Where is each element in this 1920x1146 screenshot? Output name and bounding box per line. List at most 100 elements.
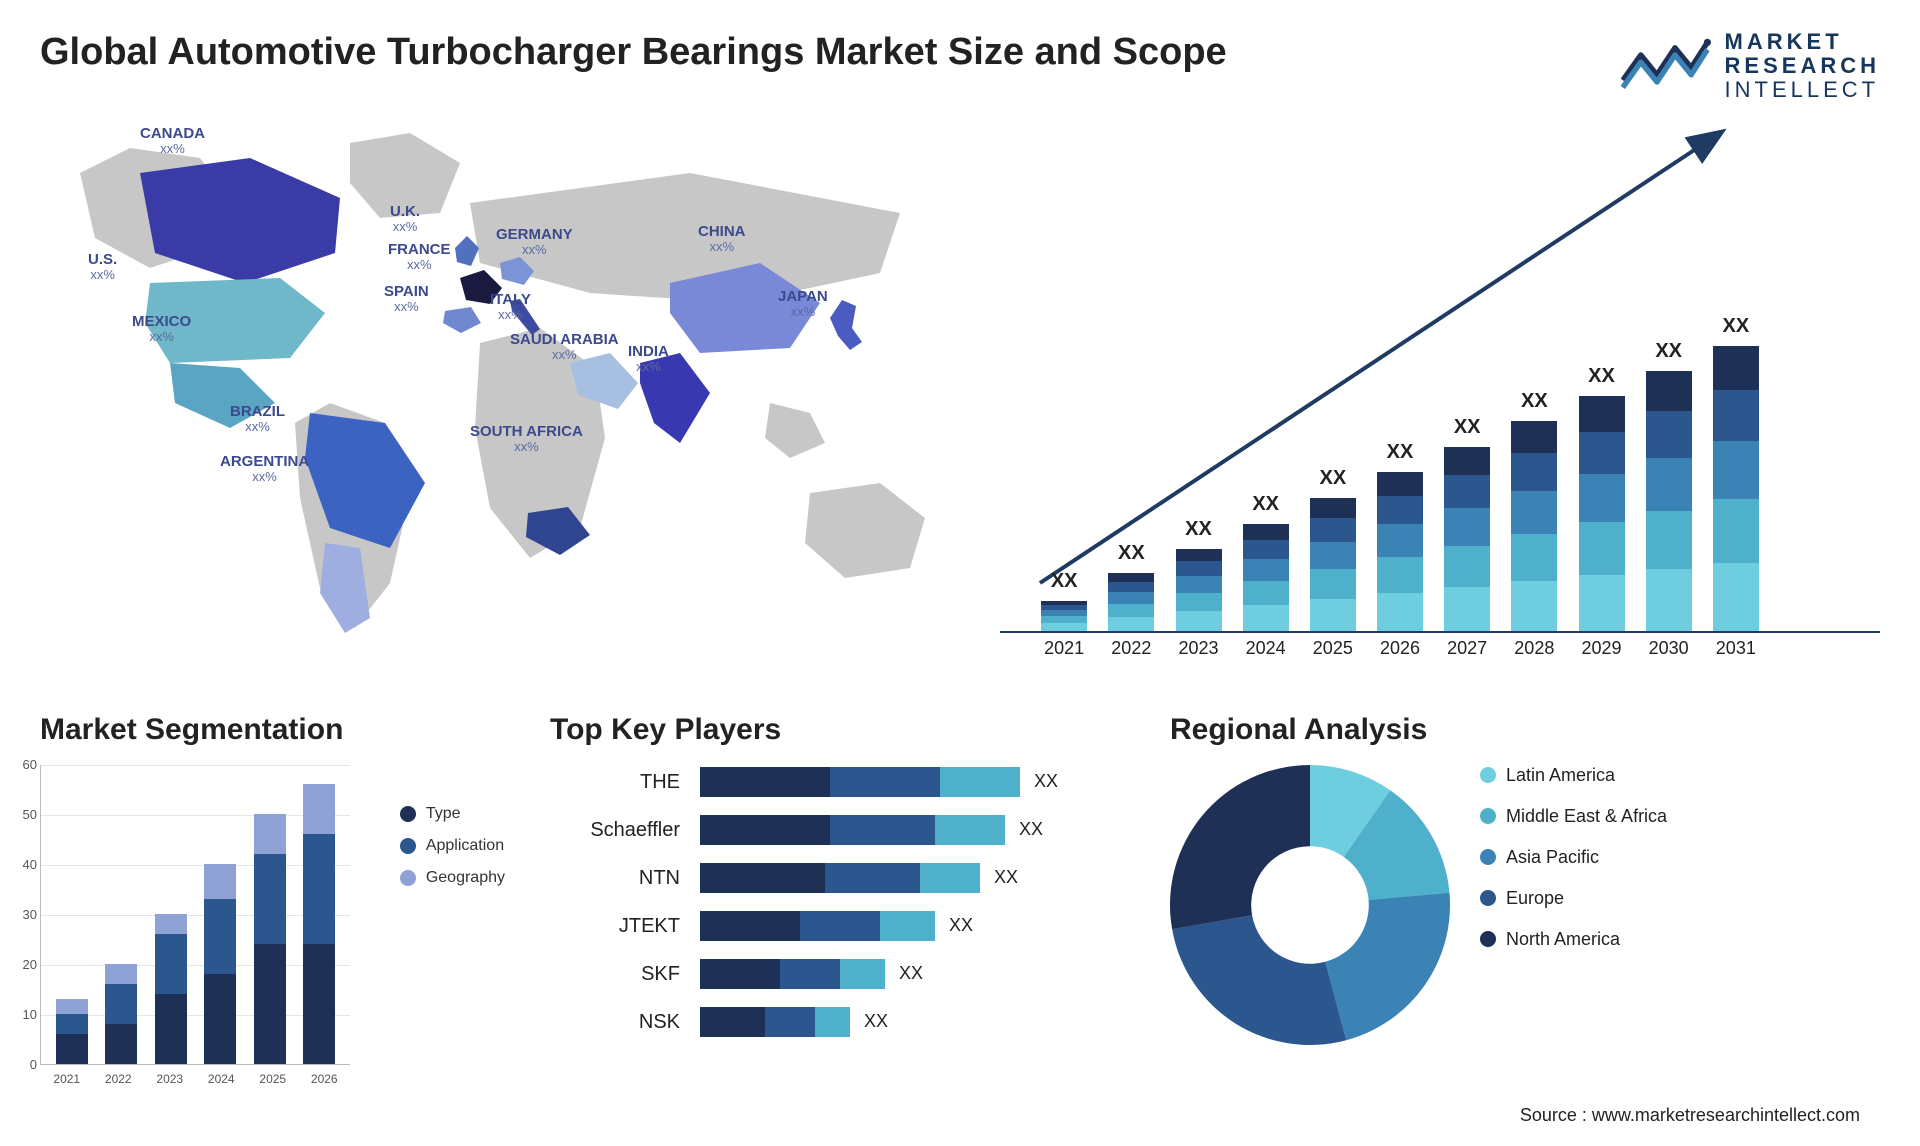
segmentation-bar [254, 814, 286, 1064]
key-player-row: XX [700, 1007, 1130, 1037]
trend-value-label: XX [1176, 518, 1222, 541]
trend-year-label: 2024 [1243, 638, 1289, 659]
trend-value-label: XX [1243, 493, 1289, 516]
trend-value-label: XX [1713, 315, 1759, 338]
regional-legend: Latin America Middle East & Africa Asia Pa… [1480, 765, 1667, 1045]
y-axis-tick: 10 [11, 1007, 37, 1022]
trend-bar: XX2030 [1646, 371, 1692, 631]
map-label: FRANCExx% [388, 241, 451, 273]
x-axis-label: 2023 [156, 1072, 183, 1086]
trend-value-label: XX [1511, 390, 1557, 413]
segmentation-panel: Market Segmentation 0102030405060 202120… [40, 713, 510, 1065]
key-player-value: XX [949, 915, 973, 936]
key-player-row: XX [700, 815, 1130, 845]
key-player-row: XX [700, 767, 1130, 797]
legend-item: Europe [1480, 888, 1667, 909]
key-player-label: NSK [550, 1007, 680, 1037]
regional-donut-chart [1170, 765, 1450, 1045]
key-player-value: XX [994, 867, 1018, 888]
y-axis-tick: 50 [11, 807, 37, 822]
map-label: ITALYxx% [490, 291, 531, 323]
trend-bar: XX2028 [1511, 421, 1557, 631]
key-player-label: THE [550, 767, 680, 797]
segmentation-chart: 0102030405060 202120222023202420252026 T… [40, 765, 350, 1065]
segmentation-title: Market Segmentation [40, 713, 510, 747]
legend-item: North America [1480, 929, 1667, 950]
map-label: SAUDI ARABIAxx% [510, 331, 619, 363]
trend-year-label: 2021 [1041, 638, 1087, 659]
trend-value-label: XX [1444, 416, 1490, 439]
map-label: INDIAxx% [628, 343, 669, 375]
map-label: GERMANYxx% [496, 226, 573, 258]
x-axis-label: 2025 [259, 1072, 286, 1086]
trend-bar: XX2029 [1579, 396, 1625, 631]
trend-bar: XX2022 [1108, 573, 1154, 631]
trend-year-label: 2029 [1579, 638, 1625, 659]
y-axis-tick: 60 [11, 757, 37, 772]
trend-year-label: 2027 [1444, 638, 1490, 659]
legend-item: Latin America [1480, 765, 1667, 786]
map-label: U.K.xx% [390, 203, 420, 235]
key-player-label: JTEKT [550, 911, 680, 941]
map-label: CHINAxx% [698, 223, 746, 255]
segmentation-bar [56, 999, 88, 1064]
trend-year-label: 2023 [1176, 638, 1222, 659]
x-axis-label: 2026 [311, 1072, 338, 1086]
map-label: BRAZILxx% [230, 403, 285, 435]
trend-bar: XX2025 [1310, 498, 1356, 631]
y-axis-tick: 0 [11, 1057, 37, 1072]
segmentation-bar [204, 864, 236, 1064]
y-axis-tick: 30 [11, 907, 37, 922]
key-player-label: SKF [550, 959, 680, 989]
key-player-label: NTN [550, 863, 680, 893]
key-player-value: XX [1034, 771, 1058, 792]
key-player-label: Schaeffler [550, 815, 680, 845]
logo-mark-icon [1621, 34, 1711, 99]
x-axis-label: 2024 [208, 1072, 235, 1086]
trend-chart: XX2021XX2022XX2023XX2024XX2025XX2026XX20… [1000, 113, 1880, 633]
map-label: SOUTH AFRICAxx% [470, 423, 583, 455]
legend-item: Application [400, 837, 505, 855]
page-title: Global Automotive Turbocharger Bearings … [40, 30, 1227, 76]
trend-bar: XX2026 [1377, 472, 1423, 631]
map-label: CANADAxx% [140, 125, 205, 157]
brand-logo: MARKET RESEARCH INTELLECT [1621, 30, 1880, 103]
legend-item: Geography [400, 869, 505, 887]
trend-value-label: XX [1377, 441, 1423, 464]
trend-value-label: XX [1579, 365, 1625, 388]
segmentation-bar [155, 914, 187, 1064]
trend-value-label: XX [1310, 467, 1356, 490]
trend-value-label: XX [1646, 340, 1692, 363]
map-label: MEXICOxx% [132, 313, 191, 345]
world-map-svg [40, 113, 960, 653]
trend-year-label: 2031 [1713, 638, 1759, 659]
key-players-panel: Top Key Players THESchaefflerNTNJTEKTSKF… [550, 713, 1130, 1065]
x-axis-label: 2022 [105, 1072, 132, 1086]
trend-year-label: 2028 [1511, 638, 1557, 659]
legend-item: Asia Pacific [1480, 847, 1667, 868]
map-label: JAPANxx% [778, 288, 828, 320]
trend-bar: XX2031 [1713, 346, 1759, 631]
trend-year-label: 2025 [1310, 638, 1356, 659]
trend-year-label: 2026 [1377, 638, 1423, 659]
trend-bar: XX2021 [1041, 601, 1087, 631]
source-text: Source : www.marketresearchintellect.com [1520, 1105, 1860, 1126]
map-label: U.S.xx% [88, 251, 117, 283]
key-player-value: XX [899, 963, 923, 984]
trend-bar: XX2023 [1176, 549, 1222, 631]
key-player-row: XX [700, 911, 1130, 941]
legend-item: Middle East & Africa [1480, 806, 1667, 827]
key-player-row: XX [700, 959, 1130, 989]
legend-item: Type [400, 805, 505, 823]
key-players-chart: XX XX XX XX XX XX [700, 765, 1130, 1037]
regional-panel: Regional Analysis Latin AmericaMiddle Ea… [1170, 713, 1880, 1065]
key-player-row: XX [700, 863, 1130, 893]
trend-year-label: 2022 [1108, 638, 1154, 659]
map-label: SPAINxx% [384, 283, 429, 315]
trend-value-label: XX [1041, 570, 1087, 593]
y-axis-tick: 40 [11, 857, 37, 872]
segmentation-legend: Type Application Geography [400, 805, 505, 901]
key-player-value: XX [1019, 819, 1043, 840]
world-map: CANADAxx%U.S.xx%MEXICOxx%BRAZILxx%ARGENT… [40, 113, 960, 653]
trend-year-label: 2030 [1646, 638, 1692, 659]
